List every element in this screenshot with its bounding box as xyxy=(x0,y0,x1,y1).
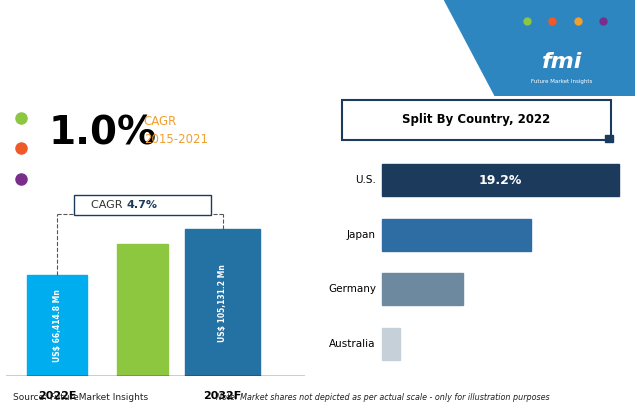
Text: Split By Country, 2022: Split By Country, 2022 xyxy=(402,113,551,127)
Text: Future Market Insights: Future Market Insights xyxy=(531,79,592,84)
Bar xyxy=(382,164,618,196)
Text: Australia: Australia xyxy=(330,339,376,349)
FancyBboxPatch shape xyxy=(342,100,611,140)
Text: 1.0%: 1.0% xyxy=(48,115,156,153)
Text: US$ 66,414.8 Mn: US$ 66,414.8 Mn xyxy=(53,289,62,362)
Text: Market Analysis 2022-2032: Market Analysis 2022-2032 xyxy=(13,62,258,77)
Text: U.S.: U.S. xyxy=(355,175,376,185)
Bar xyxy=(495,5,629,91)
Text: CAGR: CAGR xyxy=(91,200,126,210)
Text: 4.7%: 4.7% xyxy=(126,200,157,210)
Text: Japan: Japan xyxy=(347,230,376,240)
Text: fmi: fmi xyxy=(542,53,582,72)
Bar xyxy=(382,219,531,251)
Text: 2022E: 2022E xyxy=(38,391,76,401)
Text: 2032F: 2032F xyxy=(204,391,242,401)
Text: Source: FutureMarket Insights: Source: FutureMarket Insights xyxy=(13,393,148,402)
Text: Global Automotive Brake System & Components: Global Automotive Brake System & Compone… xyxy=(13,19,448,34)
FancyBboxPatch shape xyxy=(74,195,211,215)
Text: Germany: Germany xyxy=(328,284,376,294)
Bar xyxy=(605,135,613,142)
Text: Note: Market shares not depicted as per actual scale - only for illustration pur: Note: Market shares not depicted as per … xyxy=(216,393,549,402)
Bar xyxy=(27,275,87,376)
Text: 19.2%: 19.2% xyxy=(479,173,523,187)
Polygon shape xyxy=(444,0,635,96)
Text: CAGR
2015-2021: CAGR 2015-2021 xyxy=(144,115,208,146)
Bar xyxy=(117,244,168,376)
Text: US$ 105,131.2 Mn: US$ 105,131.2 Mn xyxy=(218,264,227,342)
Bar xyxy=(382,328,400,360)
Bar xyxy=(185,229,260,376)
Bar xyxy=(382,273,464,306)
